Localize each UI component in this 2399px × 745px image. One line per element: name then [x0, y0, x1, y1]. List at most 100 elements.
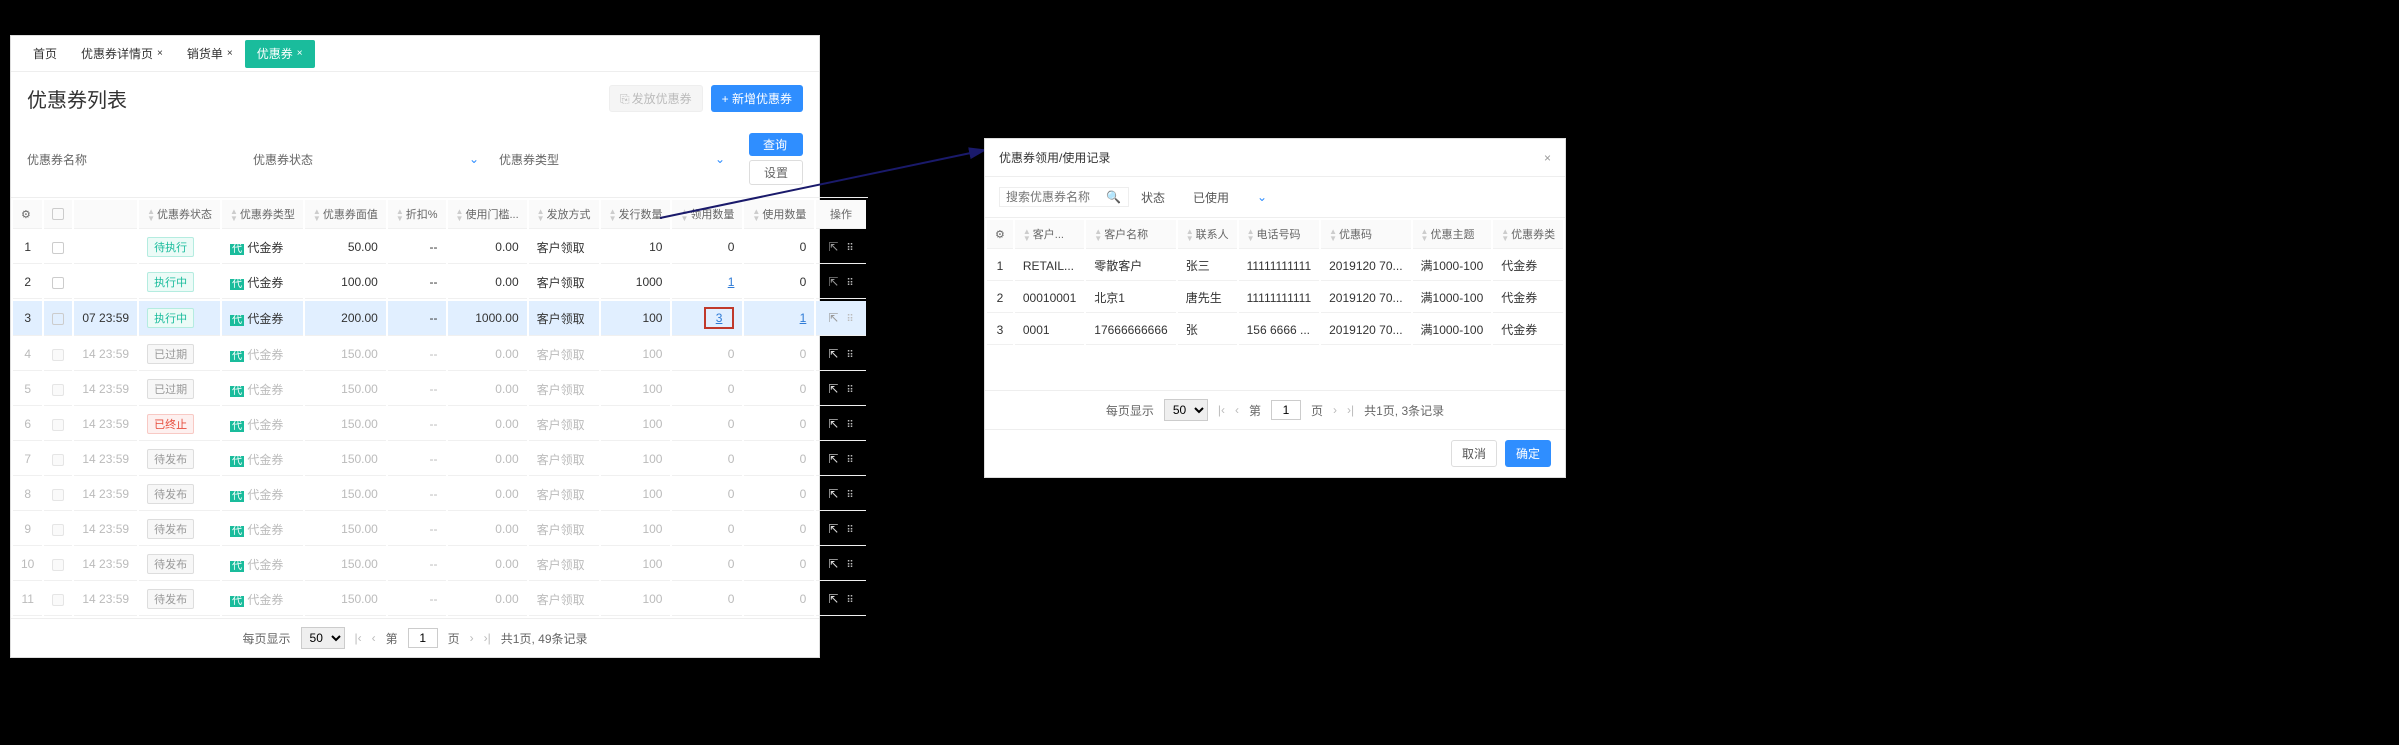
first-page-icon[interactable]: |‹	[355, 631, 362, 645]
qr-icon[interactable]: ⠿	[846, 455, 853, 466]
table-row[interactable]: 8 14 23:59 待发布 代 代金券 150.00 -- 0.00 客户领取…	[13, 478, 866, 511]
per-page-select[interactable]: 50	[1164, 399, 1208, 421]
use-count-link[interactable]: 1	[800, 311, 807, 325]
table-row[interactable]: 3 07 23:59 执行中 代 代金券 200.00 -- 1000.00 客…	[13, 301, 866, 336]
row-checkbox[interactable]	[52, 242, 64, 254]
share-icon[interactable]: ⇱	[828, 557, 838, 571]
share-icon[interactable]: ⇱	[828, 311, 838, 325]
share-icon[interactable]: ⇱	[828, 487, 838, 501]
tab-home[interactable]: 首页	[21, 40, 69, 68]
table-row[interactable]: 1 待执行 代 代金券 50.00 -- 0.00 客户领取 10 0 0 ⇱⠿	[13, 231, 866, 264]
gear-icon[interactable]: ⚙	[21, 209, 31, 221]
chevron-down-icon: ⌄	[469, 152, 479, 166]
per-page-select[interactable]: 50	[301, 627, 345, 649]
table-row[interactable]: 7 14 23:59 待发布 代 代金券 150.00 -- 0.00 客户领取…	[13, 443, 866, 476]
pager: 每页显示 50 |‹ ‹ 第 页 › ›| 共1页, 49条记录	[11, 618, 819, 657]
ok-button[interactable]: 确定	[1505, 440, 1551, 467]
row-checkbox[interactable]	[52, 454, 64, 466]
select-all-checkbox[interactable]	[52, 208, 64, 220]
filter-type-label: 优惠券类型	[499, 151, 559, 168]
filter-status-select[interactable]: ⌄	[319, 152, 479, 166]
main-panel: 首页 优惠券详情页× 销货单× 优惠券× 优惠券列表 ⎘发放优惠券 + 新增优惠…	[10, 35, 820, 658]
share-icon[interactable]: ⇱	[828, 275, 838, 289]
tab-detail[interactable]: 优惠券详情页×	[69, 40, 175, 68]
tab-coupon[interactable]: 优惠券×	[245, 40, 315, 68]
close-icon[interactable]: ×	[157, 40, 163, 68]
next-page-icon[interactable]: ›	[470, 631, 474, 645]
qr-icon[interactable]: ⠿	[846, 278, 853, 289]
table-row[interactable]: 11 14 23:59 待发布 代 代金券 150.00 -- 0.00 客户领…	[13, 583, 866, 616]
table-row[interactable]: 1RETAIL...零散客户张三111111111112019120 70...…	[987, 251, 1563, 281]
status-badge: 待执行	[147, 237, 194, 257]
qr-icon[interactable]: ⠿	[846, 243, 853, 254]
filter-name-input[interactable]	[93, 147, 233, 171]
qr-icon[interactable]: ⠿	[846, 595, 853, 606]
page-input[interactable]	[1271, 400, 1301, 420]
row-checkbox[interactable]	[52, 349, 64, 361]
last-page-icon[interactable]: ›|	[484, 631, 491, 645]
qr-icon[interactable]: ⠿	[846, 314, 853, 325]
query-button[interactable]: 查询	[749, 133, 803, 156]
table-row[interactable]: 6 14 23:59 已终止 代 代金券 150.00 -- 0.00 客户领取…	[13, 408, 866, 441]
qr-icon[interactable]: ⠿	[846, 560, 853, 571]
share-icon[interactable]: ⇱	[828, 347, 838, 361]
row-checkbox[interactable]	[52, 384, 64, 396]
table-row[interactable]: 9 14 23:59 待发布 代 代金券 150.00 -- 0.00 客户领取…	[13, 513, 866, 546]
claim-count-link[interactable]: 3	[704, 307, 735, 329]
qr-icon[interactable]: ⠿	[846, 350, 853, 361]
close-icon[interactable]: ×	[1544, 151, 1551, 165]
claim-count-link[interactable]: 1	[728, 275, 735, 289]
row-checkbox[interactable]	[52, 524, 64, 536]
row-checkbox[interactable]	[52, 489, 64, 501]
table-row[interactable]: 200010001北京1唐先生111111111112019120 70...满…	[987, 283, 1563, 313]
close-icon[interactable]: ×	[297, 40, 303, 68]
state-value[interactable]: 已使用	[1193, 189, 1229, 206]
row-checkbox[interactable]	[52, 277, 64, 289]
share-icon[interactable]: ⇱	[828, 592, 838, 606]
prev-page-icon[interactable]: ‹	[372, 631, 376, 645]
coupon-table: ⚙ ▲▼优惠券状态 ▲▼优惠券类型 ▲▼优惠券面值 ▲▼折扣% ▲▼使用门槛..…	[11, 197, 868, 618]
cancel-button[interactable]: 取消	[1451, 440, 1497, 467]
share-icon[interactable]: ⇱	[828, 452, 838, 466]
table-row[interactable]: 10 14 23:59 待发布 代 代金券 150.00 -- 0.00 客户领…	[13, 548, 866, 581]
page-input[interactable]	[408, 628, 438, 648]
chevron-down-icon: ⌄	[715, 152, 725, 166]
gear-icon[interactable]: ⚙	[995, 229, 1005, 241]
row-checkbox[interactable]	[52, 313, 64, 325]
share-icon[interactable]: ⇱	[828, 382, 838, 396]
search-icon[interactable]: 🔍	[1106, 190, 1121, 204]
status-badge: 待发布	[147, 484, 194, 504]
qr-icon[interactable]: ⠿	[846, 490, 853, 501]
issue-button: ⎘发放优惠券	[609, 85, 703, 112]
type-icon: 代	[230, 244, 244, 255]
row-checkbox[interactable]	[52, 594, 64, 606]
table-row[interactable]: 3000117666666666张156 6666 ...2019120 70.…	[987, 315, 1563, 345]
tab-sales[interactable]: 销货单×	[175, 40, 245, 68]
close-icon[interactable]: ×	[227, 40, 233, 68]
search-input[interactable]	[1006, 190, 1106, 204]
page-title: 优惠券列表	[27, 84, 127, 113]
search-box[interactable]: 🔍	[999, 187, 1129, 207]
chevron-down-icon[interactable]: ⌄	[1257, 190, 1267, 204]
modal-pager: 每页显示 50 |‹ ‹ 第 页 › ›| 共1页, 3条记录	[985, 390, 1565, 429]
filter-status-label: 优惠券状态	[253, 151, 313, 168]
share-icon[interactable]: ⇱	[828, 522, 838, 536]
qr-icon[interactable]: ⠿	[846, 525, 853, 536]
next-page-icon[interactable]: ›	[1333, 403, 1337, 417]
table-row[interactable]: 5 14 23:59 已过期 代 代金券 150.00 -- 0.00 客户领取…	[13, 373, 866, 406]
first-page-icon[interactable]: |‹	[1218, 403, 1225, 417]
table-row[interactable]: 4 14 23:59 已过期 代 代金券 150.00 -- 0.00 客户领取…	[13, 338, 866, 371]
settings-button[interactable]: 设置	[749, 160, 803, 185]
share-icon[interactable]: ⇱	[828, 240, 838, 254]
prev-page-icon[interactable]: ‹	[1235, 403, 1239, 417]
share-icon[interactable]: ⇱	[828, 417, 838, 431]
table-row[interactable]: 2 执行中 代 代金券 100.00 -- 0.00 客户领取 1000 1 0…	[13, 266, 866, 299]
new-coupon-button[interactable]: + 新增优惠券	[711, 85, 803, 112]
qr-icon[interactable]: ⠿	[846, 385, 853, 396]
filter-type-select[interactable]: ⌄	[565, 152, 725, 166]
last-page-icon[interactable]: ›|	[1347, 403, 1354, 417]
type-icon: 代	[230, 456, 244, 467]
qr-icon[interactable]: ⠿	[846, 420, 853, 431]
row-checkbox[interactable]	[52, 419, 64, 431]
row-checkbox[interactable]	[52, 559, 64, 571]
